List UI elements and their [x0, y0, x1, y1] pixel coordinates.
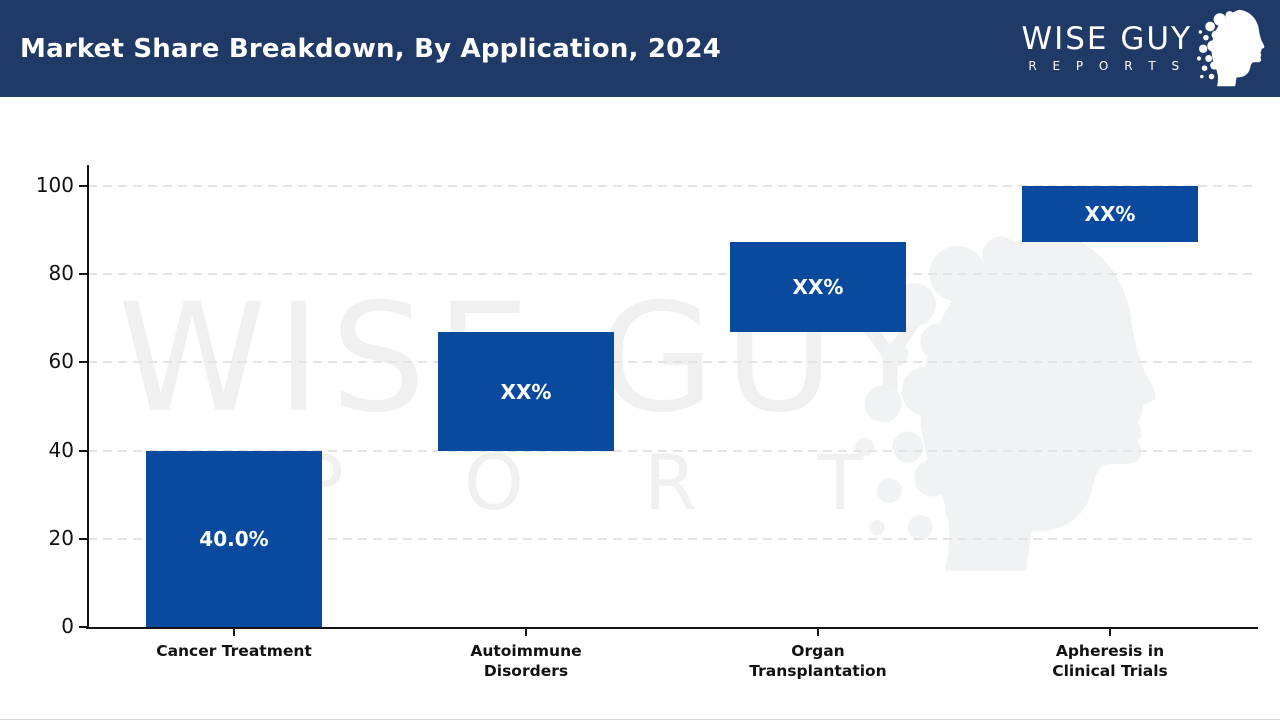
bar-value-label-1: 40.0% — [199, 526, 269, 551]
bar-1-cancer-treatment: 40.0% — [146, 450, 322, 627]
gridline-20 — [88, 537, 1256, 540]
watermark-face-glyph — [855, 230, 1156, 571]
x-tick-mark-2 — [525, 629, 527, 636]
y-tick-label-0: 0 — [61, 614, 74, 638]
x-axis-line — [86, 627, 1258, 629]
y-tick-mark-40 — [79, 449, 88, 452]
bar-value-label-4: XX% — [1084, 201, 1136, 226]
page-title: Market Share Breakdown, By Application, … — [20, 33, 722, 64]
y-tick-label-60: 60 — [48, 349, 74, 374]
wiseguy-face-icon — [1196, 7, 1266, 91]
y-tick-label-100: 100 — [35, 173, 74, 197]
gridline-40 — [88, 449, 1256, 452]
bar-value-label-3: XX% — [792, 274, 844, 299]
y-tick-mark-20 — [79, 537, 88, 540]
gridline-60 — [88, 361, 1256, 364]
y-axis-line — [87, 165, 89, 629]
bar-4-apheresis-in-clinical-trials: XX% — [1022, 186, 1198, 242]
x-tick-label-2: Autoimmune Disorders — [470, 642, 582, 681]
gridline-100 — [88, 185, 1256, 187]
bar-2-autoimmune-disorders: XX% — [438, 332, 614, 451]
x-tick-mark-4 — [1109, 629, 1111, 636]
x-tick-mark-3 — [817, 629, 819, 636]
x-tick-label-1: Cancer Treatment — [156, 642, 312, 660]
y-tick-mark-80 — [79, 273, 88, 276]
x-tick-mark-1 — [233, 629, 235, 636]
wiseguy-logo-brand: WISE GUY — [1021, 21, 1192, 57]
wiseguy-face-glyph — [1196, 9, 1265, 86]
gridline-80 — [88, 273, 1256, 276]
x-tick-label-3: Organ Transplantation — [749, 642, 887, 681]
x-tick-label-4: Apheresis in Clinical Trials — [1052, 642, 1168, 681]
wiseguy-logo: WISE GUY R E P O R T S — [1021, 7, 1280, 91]
bar-3-organ-transplantation: XX% — [730, 241, 906, 333]
y-tick-mark-0 — [79, 626, 88, 628]
bar-value-label-2: XX% — [500, 379, 552, 404]
watermark-face-icon — [852, 218, 1162, 578]
y-tick-mark-60 — [79, 361, 88, 364]
y-tick-label-40: 40 — [48, 437, 74, 462]
header-band: Market Share Breakdown, By Application, … — [0, 0, 1280, 97]
y-tick-label-80: 80 — [48, 261, 74, 286]
y-tick-mark-100 — [79, 185, 88, 187]
y-tick-label-20: 20 — [48, 525, 74, 550]
wiseguy-logo-sub: R E P O R T S — [1028, 59, 1186, 73]
wiseguy-logo-text: WISE GUY R E P O R T S — [1021, 21, 1192, 74]
